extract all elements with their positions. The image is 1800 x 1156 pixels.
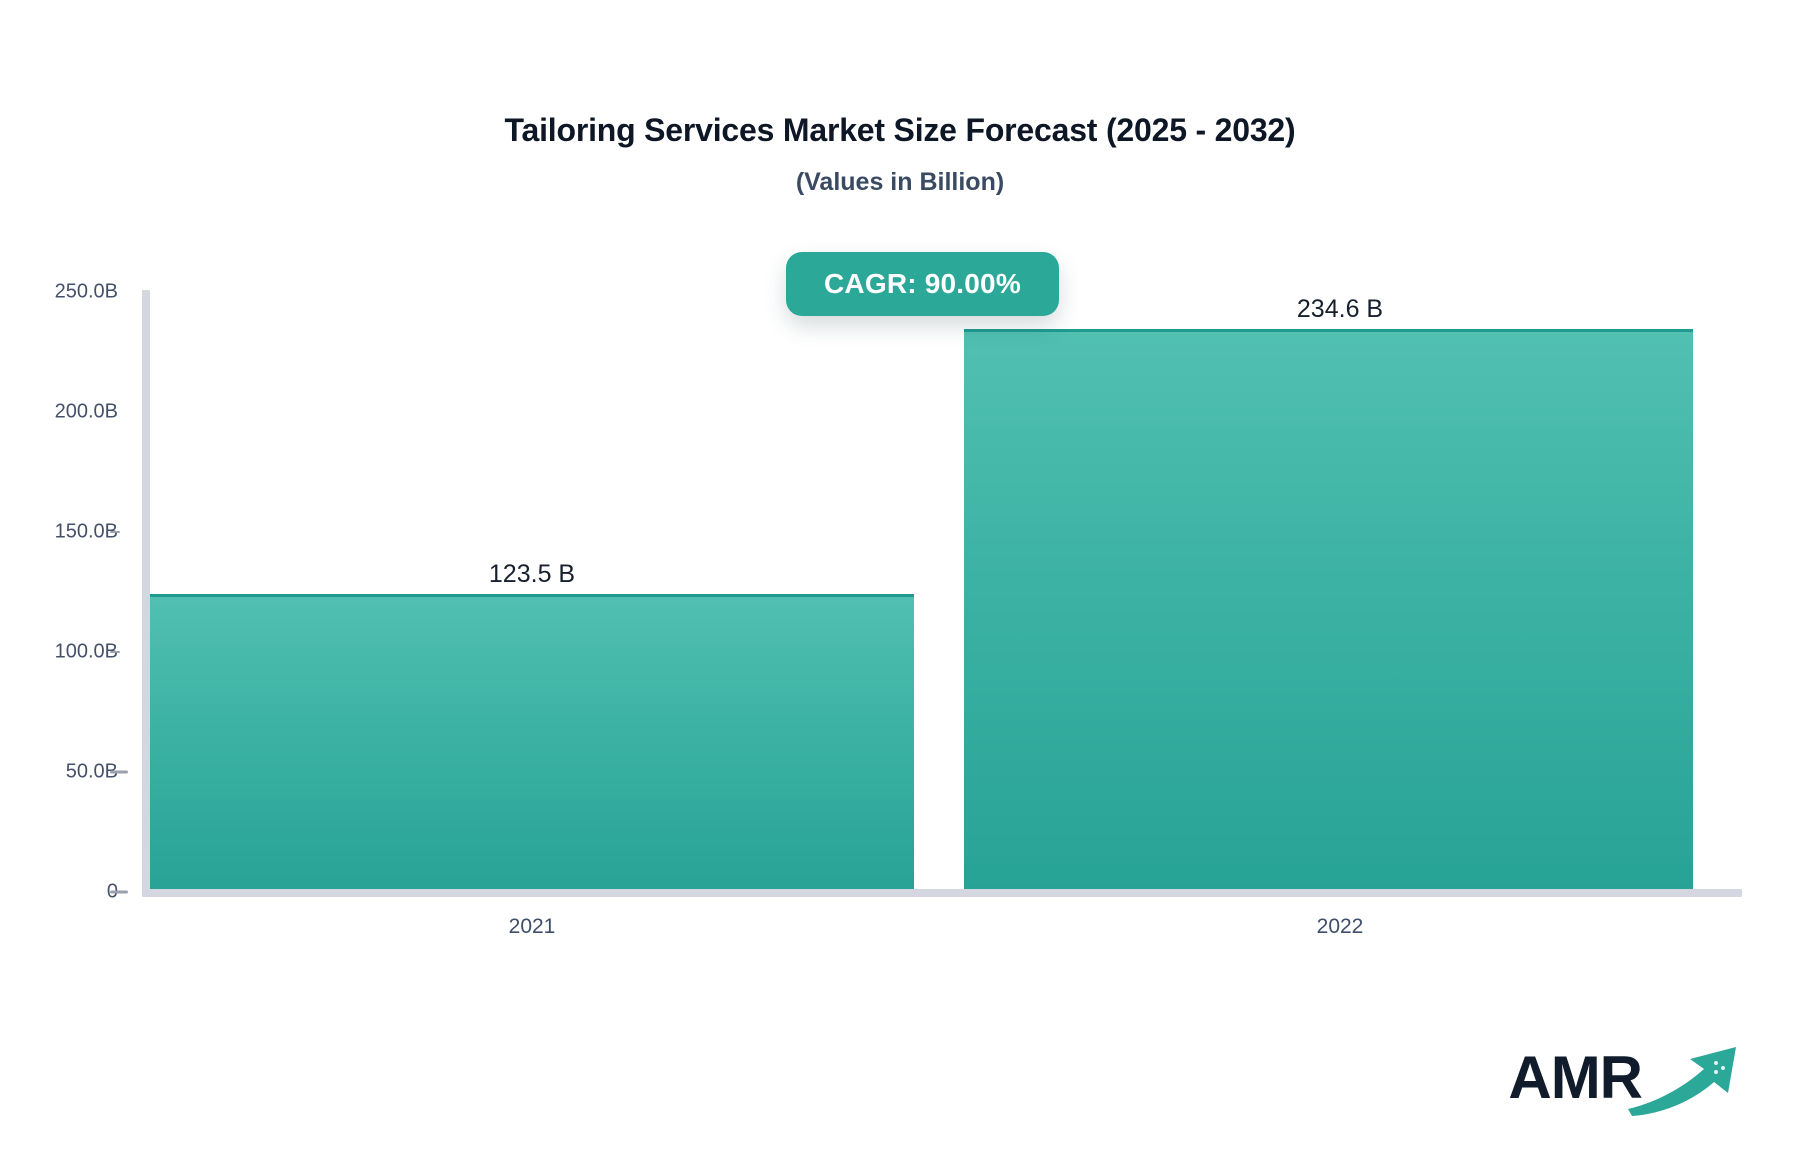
chart-subtitle: (Values in Billion) — [795, 168, 1005, 196]
y-tick-mark-100 — [110, 651, 120, 653]
y-tick-label-250: 250.0B — [54, 280, 118, 303]
y-tick-label-200: 200.0B — [54, 400, 118, 423]
category-label-2022: 2022 — [1316, 915, 1364, 938]
y-tick-mark-0 — [110, 890, 128, 894]
y-tick-mark-50 — [110, 770, 128, 774]
bar-2022[interactable] — [964, 329, 1693, 889]
x-axis-baseline — [142, 889, 1742, 897]
bar-value-2021: 123.5 B — [488, 560, 576, 588]
y-tick-label-50: 50.0B — [65, 760, 118, 783]
category-label-2021: 2021 — [508, 915, 556, 938]
y-tick-label-150: 150.0B — [54, 520, 118, 543]
chart-title: Tailoring Services Market Size Forecast … — [504, 112, 1296, 148]
amr-logo: AMR — [1508, 1035, 1742, 1121]
bar-value-2022: 234.6 B — [1296, 295, 1384, 323]
bar-2021[interactable] — [150, 594, 914, 889]
y-tick-label-100: 100.0B — [54, 640, 118, 663]
y-axis-spine — [142, 290, 150, 896]
y-tick-mark-150 — [110, 531, 120, 533]
growth-arrow-icon — [1624, 1041, 1742, 1122]
logo-text: AMR — [1508, 1044, 1643, 1111]
cagr-badge[interactable]: CAGR: 90.00% — [786, 252, 1059, 316]
